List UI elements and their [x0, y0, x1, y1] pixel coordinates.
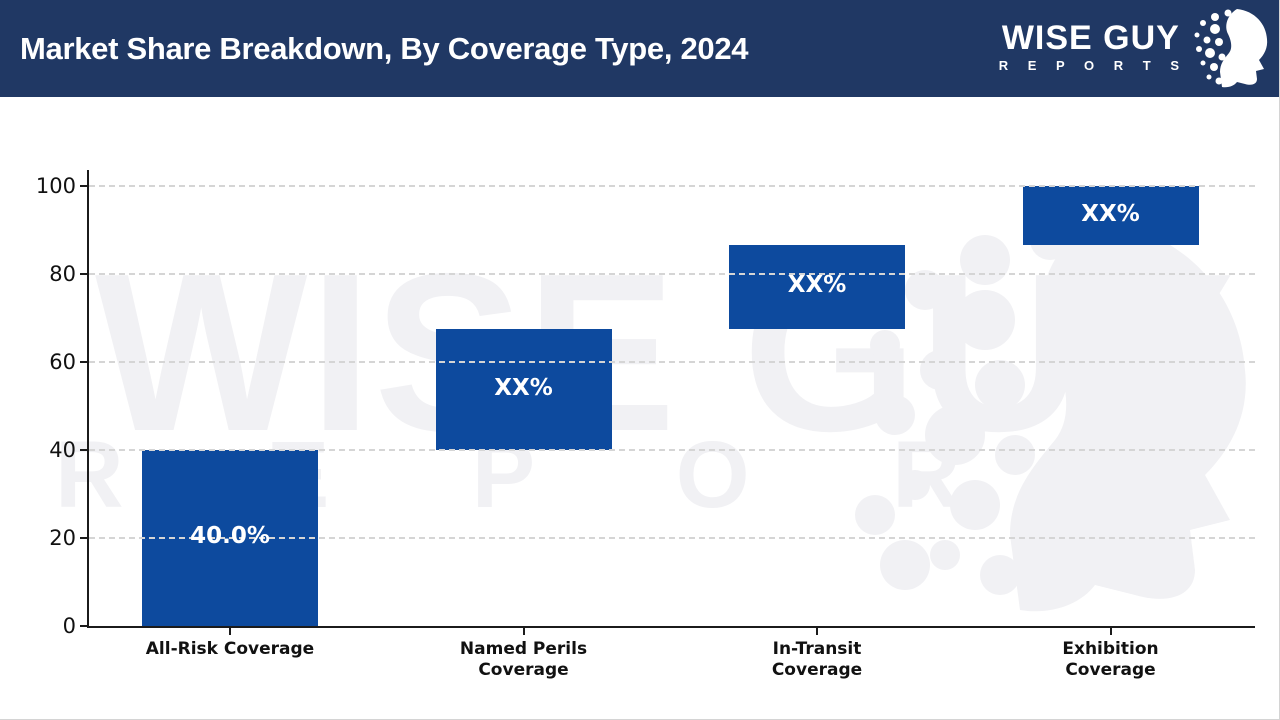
y-axis-line [87, 170, 89, 628]
bar-value-label: XX% [494, 374, 553, 401]
y-tick-label: 80 [49, 262, 76, 286]
y-tick-mark [80, 273, 88, 275]
category-label: All-Risk Coverage [145, 639, 315, 659]
logo-subtitle: R E P O R T S [998, 58, 1187, 73]
watermark-text-line1: WISE GUY [95, 226, 1237, 478]
category-label: Exhibition Coverage [1062, 639, 1159, 680]
x-axis-line [87, 626, 1255, 628]
category-label: In-Transit Coverage [771, 639, 863, 680]
gridline-20 [89, 537, 1255, 539]
y-tick-label: 20 [49, 526, 76, 550]
gridline-100 [89, 185, 1255, 187]
bar-1 [435, 329, 612, 450]
bar-value-label: XX% [787, 272, 847, 299]
logo-text: WISE GUY R E P O R T S [995, 20, 1187, 73]
y-tick-mark [80, 361, 88, 363]
y-tick-mark [80, 625, 88, 627]
x-tick-mark [522, 628, 525, 635]
bar-value-label: XX% [1081, 200, 1140, 227]
wise-guy-reports-logo: WISE GUY R E P O R T S [999, 6, 1268, 92]
gridline-40 [89, 449, 1255, 451]
x-tick-mark [1109, 628, 1112, 635]
category-label: Named Perils Coverage [459, 639, 588, 680]
x-tick-mark [816, 628, 818, 635]
logo-face-icon [1194, 9, 1268, 88]
gridline-60 [89, 361, 1255, 363]
y-tick-label: 60 [49, 350, 76, 374]
logo-wordmark: WISE GUY [1001, 19, 1180, 57]
y-tick-label: 100 [35, 174, 76, 198]
gridline-80 [89, 273, 1255, 275]
bar-2 [729, 245, 905, 329]
y-tick-mark [80, 537, 88, 539]
y-tick-label: 0 [62, 614, 76, 638]
watermark-face-icon [855, 220, 1246, 612]
bar-3 [1022, 186, 1199, 246]
y-tick-mark [80, 449, 88, 451]
bar-value-label: 40.0% [190, 523, 270, 549]
header-bar: Market Share Breakdown, By Coverage Type… [0, 0, 1279, 97]
y-tick-mark [80, 185, 88, 187]
y-tick-label: 40 [49, 438, 76, 462]
page-title: Market Share Breakdown, By Coverage Type… [20, 30, 749, 66]
x-tick-mark [229, 628, 231, 635]
